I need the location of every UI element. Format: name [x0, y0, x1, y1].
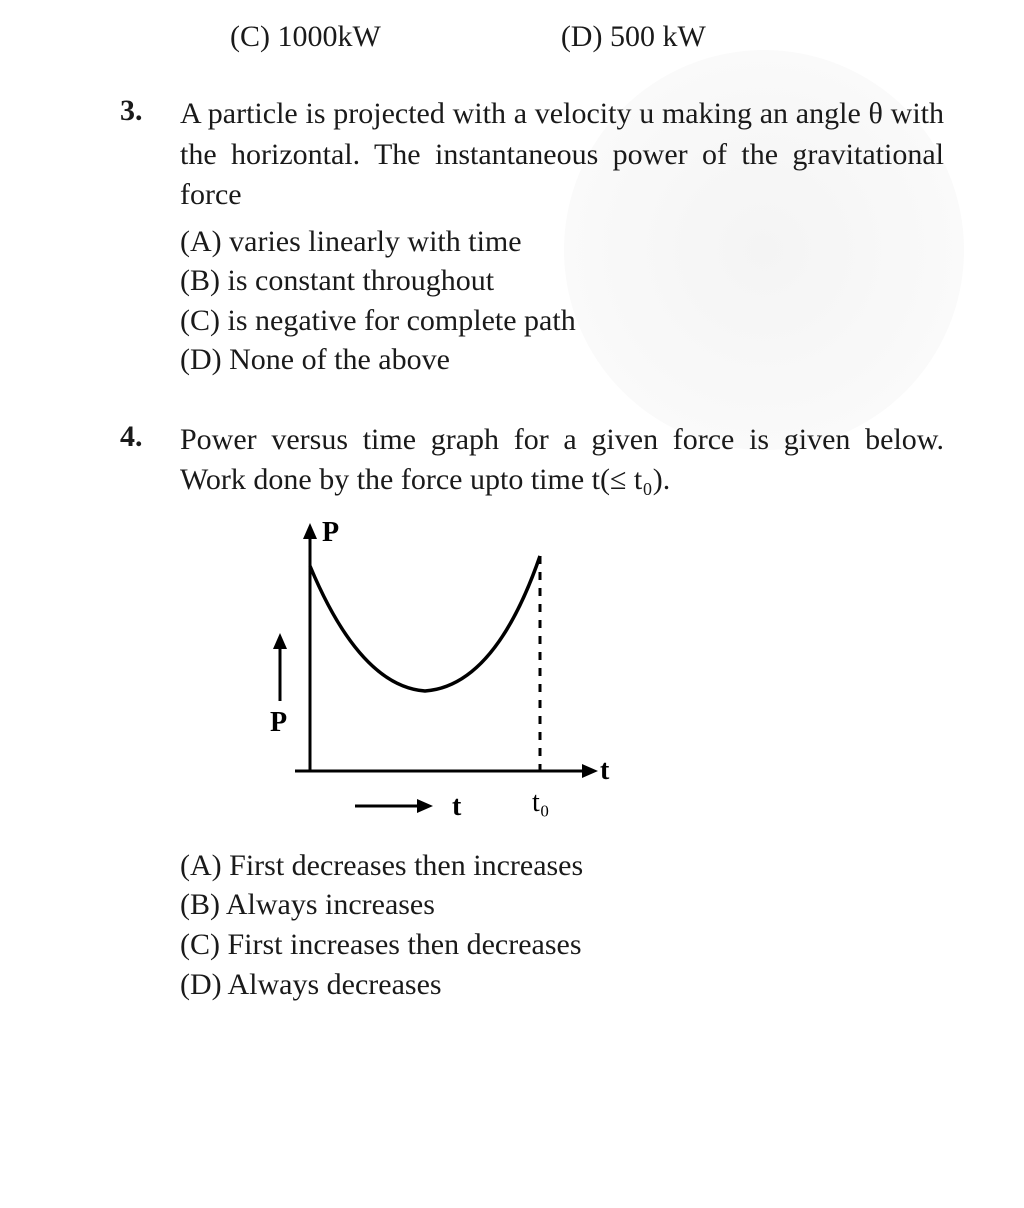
q4-body: Power versus time graph for a given forc… — [180, 420, 944, 1004]
page-content: (C) 1000kW (D) 500 kW 3. A particle is p… — [120, 20, 944, 1004]
q3-text: A particle is projected with a velocity … — [180, 94, 944, 216]
q4-graph: P P t t₀ t — [240, 511, 944, 836]
q2-option-d: (D) 500 kW — [561, 20, 706, 54]
y-arrow-label: P — [270, 707, 287, 738]
y-arrow-label-group: P — [270, 633, 287, 738]
q2-options-partial: (C) 1000kW (D) 500 kW — [230, 20, 944, 54]
y-axis-arrow — [303, 523, 317, 539]
question-3: 3. A particle is projected with a veloci… — [120, 94, 944, 380]
q4-number: 4. — [120, 420, 160, 1004]
q2-option-c: (C) 1000kW — [230, 20, 381, 54]
x-axis-arrow — [582, 764, 598, 778]
q4-option-c: (C) First increases then decreases — [180, 925, 944, 965]
x-arrow-label-group: t — [355, 791, 462, 822]
q3-option-b: (B) is constant throughout — [180, 261, 944, 301]
q3-body: A particle is projected with a velocity … — [180, 94, 944, 380]
q4-option-a: (A) First decreases then increases — [180, 846, 944, 886]
x-arrow-label: t — [452, 791, 462, 822]
question-4: 4. Power versus time graph for a given f… — [120, 420, 944, 1004]
q4-option-d: (D) Always decreases — [180, 965, 944, 1005]
t0-label: t₀ — [532, 787, 550, 818]
power-curve — [310, 556, 540, 691]
x-label-right: t — [600, 755, 610, 786]
q3-option-c: (C) is negative for complete path — [180, 301, 944, 341]
y-label-top: P — [322, 517, 339, 548]
q4-option-b: (B) Always increases — [180, 885, 944, 925]
q3-option-a: (A) varies linearly with time — [180, 222, 944, 262]
q3-number: 3. — [120, 94, 160, 380]
power-time-graph: P P t t₀ t — [240, 511, 620, 831]
q4-text: Power versus time graph for a given forc… — [180, 420, 944, 501]
q3-option-d: (D) None of the above — [180, 340, 944, 380]
